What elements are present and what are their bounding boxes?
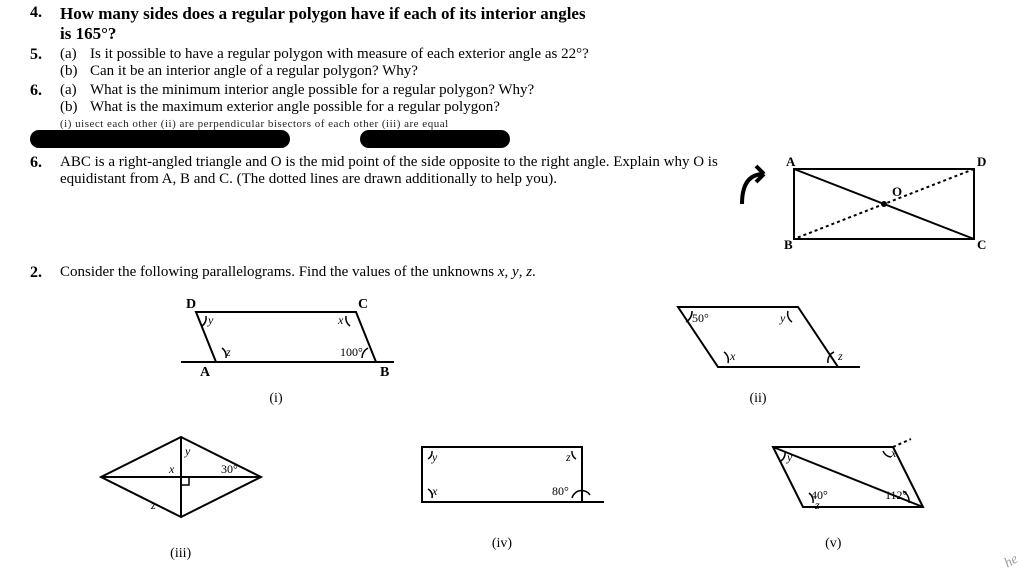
question-2: 2. Consider the following parallelograms… <box>30 264 994 282</box>
rectangle-figure: A D B C O <box>774 154 994 254</box>
q4-line1: How many sides does a regular polygon ha… <box>60 4 586 23</box>
lbl-O: O <box>892 184 902 199</box>
svg-text:A: A <box>200 365 211 380</box>
fig-iv-lbl: (iv) <box>392 536 612 552</box>
svg-text:x: x <box>890 446 897 460</box>
svg-text:C: C <box>358 297 368 312</box>
svg-text:y: y <box>786 450 793 464</box>
svg-text:50°: 50° <box>692 311 709 325</box>
fig-v-lbl: (v) <box>733 536 933 552</box>
svg-text:100°: 100° <box>340 345 363 359</box>
svg-text:z: z <box>150 498 156 512</box>
figure-iv: y z x 80° (iv) <box>392 427 612 562</box>
q4-line2: is 165°? <box>60 24 116 43</box>
q5-num: 5. <box>30 46 60 80</box>
svg-text:30°: 30° <box>221 462 238 476</box>
q6-num: 6. <box>30 154 60 172</box>
q5b-txt: Can it be an interior angle of a regular… <box>90 63 418 80</box>
lbl-C: C <box>977 237 986 252</box>
lbl-B: B <box>784 237 793 252</box>
garbled-line: (i) uisect each other (ii) are perpendic… <box>60 118 994 130</box>
q6-body: ABC is a right-angled triangle and O is … <box>60 154 734 188</box>
lbl-A: A <box>786 154 796 169</box>
svg-text:z: z <box>225 345 231 359</box>
svg-text:y: y <box>207 313 214 327</box>
q6ta-txt: What is the minimum interior angle possi… <box>90 82 534 99</box>
redaction-bar-1 <box>30 130 290 148</box>
svg-text:x: x <box>337 313 344 327</box>
q5a-lbl: (a) <box>60 46 90 63</box>
question-6-bottom: 6. ABC is a right-angled triangle and O … <box>30 154 994 254</box>
q5-body: (a)Is it possible to have a regular poly… <box>60 46 994 80</box>
svg-text:z: z <box>837 349 843 363</box>
redaction-bar-2 <box>360 130 510 148</box>
q6t-num: 6. <box>30 82 60 130</box>
svg-text:y: y <box>779 311 786 325</box>
svg-text:y: y <box>184 444 191 458</box>
svg-text:x: x <box>431 484 438 498</box>
arrow-icon <box>734 154 774 214</box>
q5b-lbl: (b) <box>60 63 90 80</box>
q2-body: Consider the following parallelograms. F… <box>60 264 994 282</box>
question-5: 5. (a)Is it possible to have a regular p… <box>30 46 994 80</box>
figure-row-1: D C A B y x z 100° (i) 50° y x z (ii) <box>30 292 994 407</box>
svg-text:D: D <box>186 297 196 312</box>
svg-text:x: x <box>168 462 175 476</box>
figure-iii: y x z 30° (iii) <box>91 427 271 562</box>
q6t-body: (a)What is the minimum interior angle po… <box>60 82 994 130</box>
svg-text:112°: 112° <box>885 488 908 502</box>
question-4: 4. How many sides does a regular polygon… <box>30 4 994 44</box>
q4-num: 4. <box>30 4 60 44</box>
svg-text:z: z <box>565 450 571 464</box>
q2-num: 2. <box>30 264 60 282</box>
svg-text:y: y <box>431 450 438 464</box>
q6tb-txt: What is the maximum exterior angle possi… <box>90 99 500 116</box>
figure-ii: 50° y x z (ii) <box>648 292 868 407</box>
q6ta-lbl: (a) <box>60 82 90 99</box>
fig-ii-lbl: (ii) <box>648 391 868 407</box>
lbl-D: D <box>977 154 986 169</box>
svg-text:z: z <box>814 498 820 512</box>
svg-text:80°: 80° <box>552 484 569 498</box>
q4-body: How many sides does a regular polygon ha… <box>60 4 994 44</box>
svg-text:x: x <box>729 349 736 363</box>
fig-i-lbl: (i) <box>156 391 396 407</box>
q6tb-lbl: (b) <box>60 99 90 116</box>
figure-i: D C A B y x z 100° (i) <box>156 292 396 407</box>
fig-iii-lbl: (iii) <box>91 546 271 562</box>
question-6-top: 6. (a)What is the minimum interior angle… <box>30 82 994 130</box>
figure-row-2: y x z 30° (iii) y z x 80° (iv) <box>30 427 994 562</box>
q2-text: Consider the following parallelograms. F… <box>60 264 536 280</box>
q5a-txt: Is it possible to have a regular polygon… <box>90 46 589 63</box>
watermark: he <box>1002 552 1021 572</box>
svg-text:B: B <box>380 365 389 380</box>
figure-v: y x 40° z 112° (v) <box>733 427 933 562</box>
